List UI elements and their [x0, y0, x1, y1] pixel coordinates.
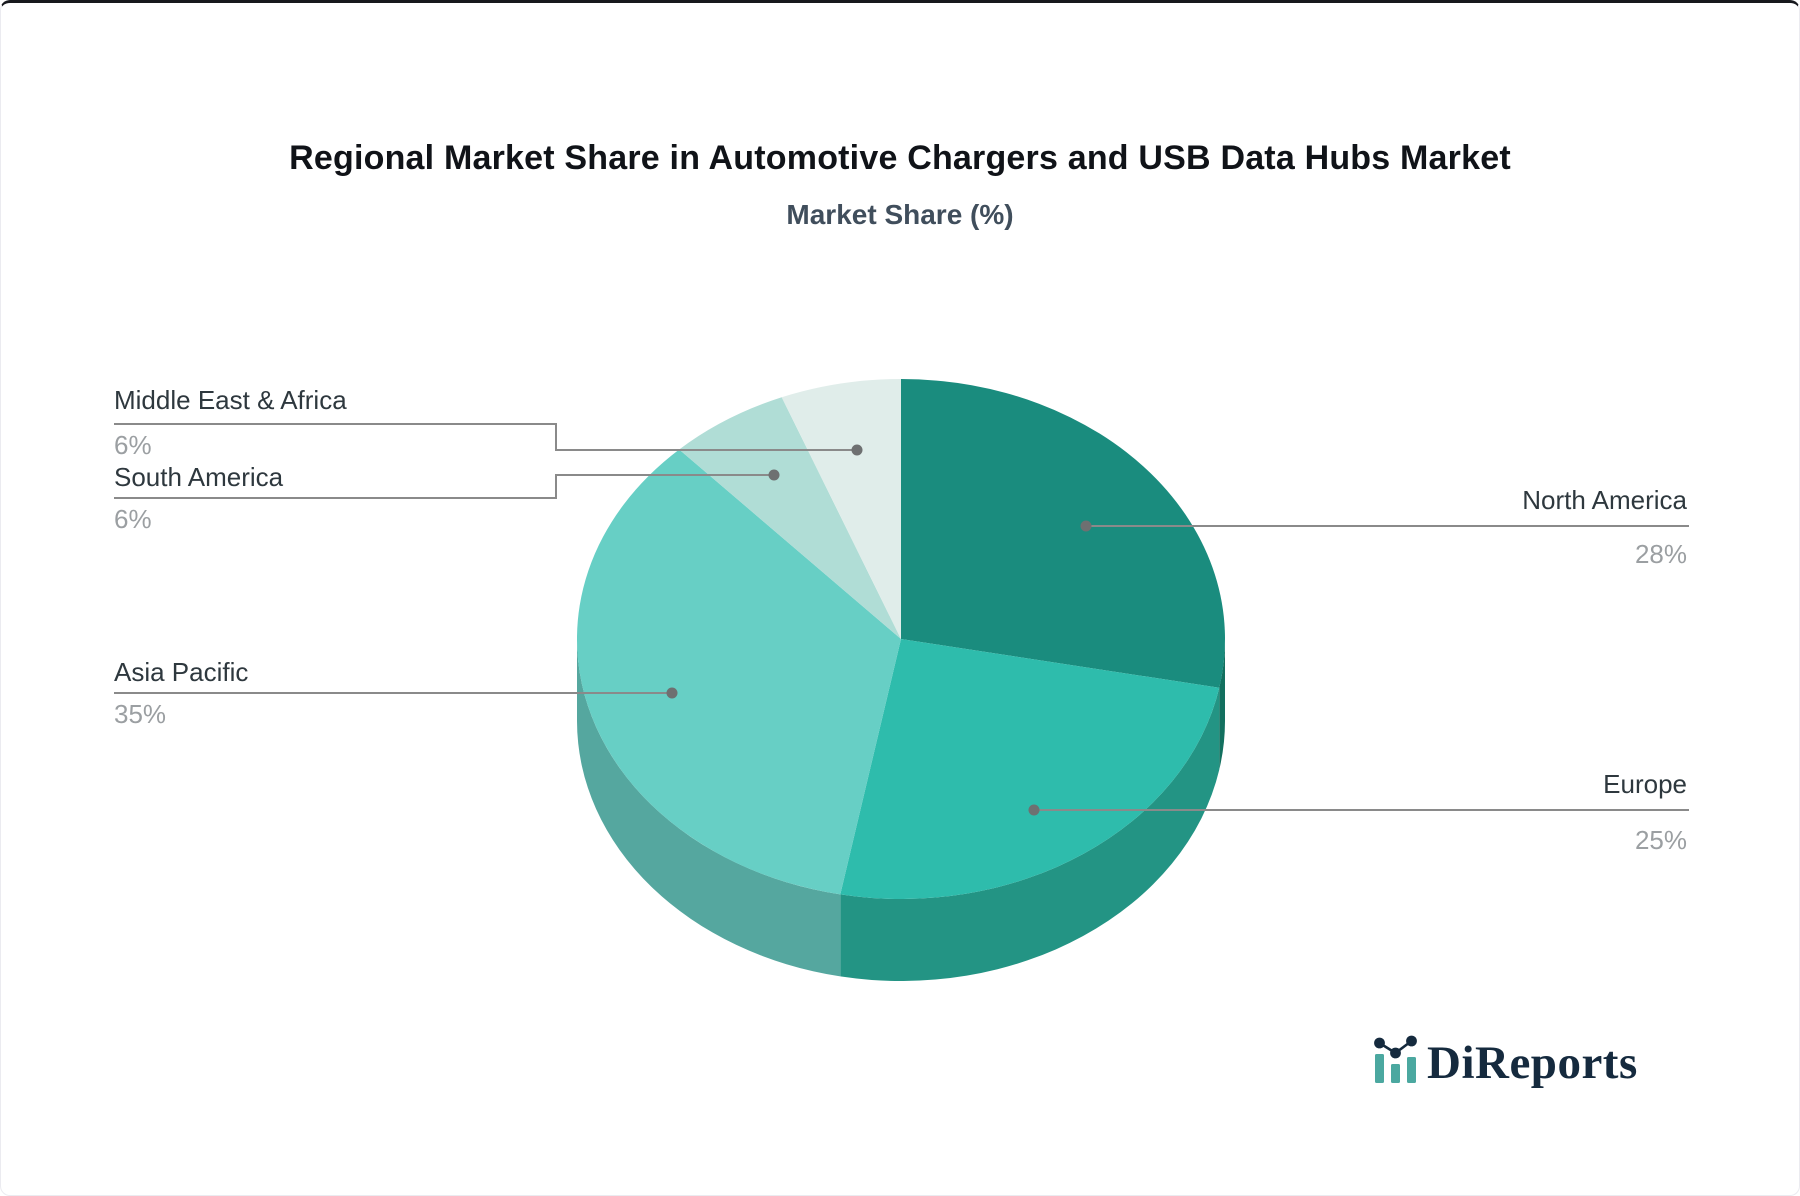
pie-slice-south-america[interactable]	[679, 397, 901, 639]
leader-dot-north-america	[1080, 520, 1092, 532]
label-asia-pacific: Asia Pacific	[114, 657, 249, 687]
label-europe: Europe	[1603, 769, 1687, 799]
leader-line-middle-east-africa	[114, 423, 857, 451]
label-north-america: North America	[1522, 485, 1687, 515]
leader-line-south-america	[114, 474, 774, 499]
pie-slice-asia-pacific-side	[577, 639, 841, 977]
pie-slice-asia-pacific[interactable]	[576, 449, 901, 895]
direports-logo-icon	[1374, 1035, 1417, 1083]
leader-dot-south-america	[768, 469, 780, 481]
pie-slice-europe-side	[840, 687, 1220, 981]
value-asia-pacific: 35%	[114, 699, 167, 729]
leader-dot-asia-pacific	[666, 687, 678, 699]
pie-slice-north-america-side	[1219, 639, 1225, 770]
pie-slice-europe[interactable]	[840, 639, 1220, 900]
pie-slice-middle-east-africa[interactable]	[781, 379, 901, 639]
chart-subtitle: Market Share (%)	[786, 199, 1014, 230]
value-south-america: 6%	[114, 504, 152, 534]
pie-slice-north-america[interactable]	[901, 379, 1225, 688]
logo-text: DiReports	[1427, 1037, 1638, 1089]
label-middle-east-africa: Middle East & Africa	[114, 385, 347, 415]
label-south-america: South America	[114, 462, 284, 492]
leader-dot-middle-east-africa	[851, 444, 863, 456]
leader-dot-europe	[1028, 804, 1040, 816]
value-europe: 25%	[1634, 825, 1687, 855]
value-middle-east-africa: 6%	[114, 430, 152, 460]
pie-chart-svg	[114, 379, 1689, 981]
value-north-america: 28%	[1634, 539, 1687, 569]
logo: DiReports	[1373, 1025, 1638, 1089]
chart-title: Regional Market Share in Automotive Char…	[289, 139, 1511, 177]
